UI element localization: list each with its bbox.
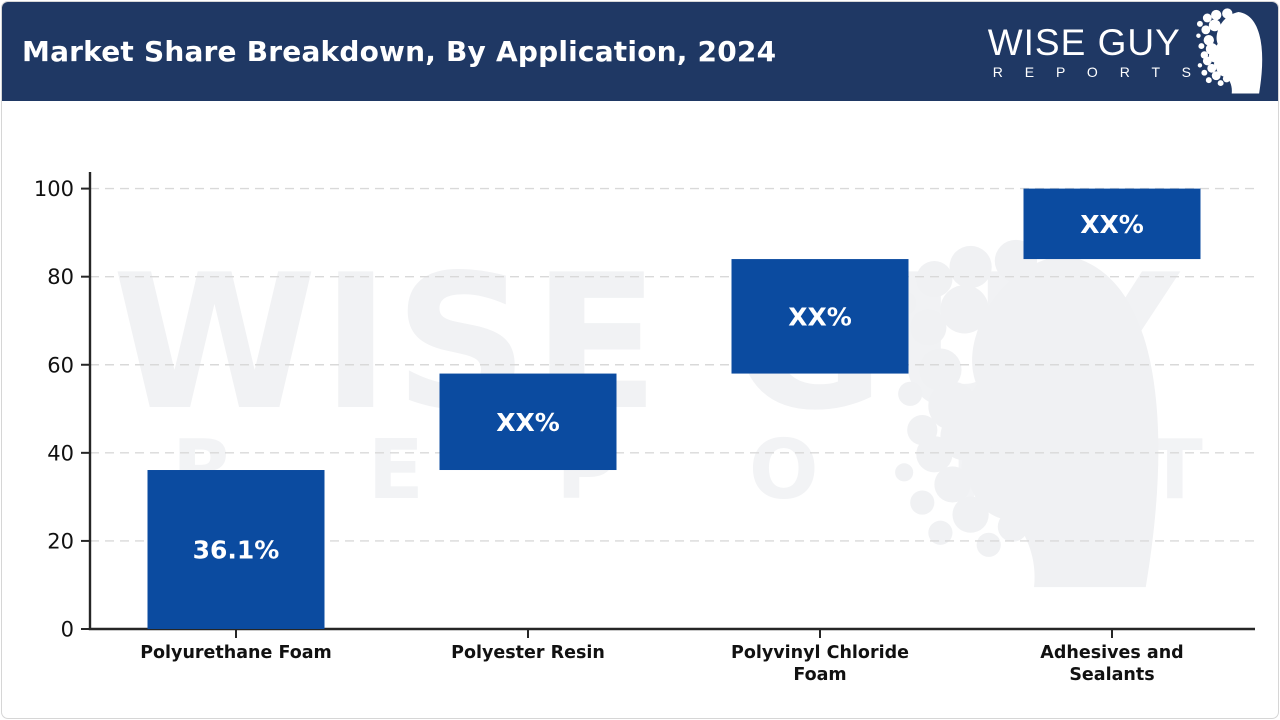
brand-logo: WISE GUY R E P O R T S	[988, 7, 1268, 97]
category-label: Foam	[793, 665, 846, 685]
y-tick-label: 80	[47, 265, 74, 289]
y-tick-label: 100	[34, 177, 74, 201]
header-bar: Market Share Breakdown, By Application, …	[2, 2, 1278, 101]
watermark-face-icon	[889, 239, 1159, 588]
bar-value-label: 36.1%	[193, 536, 280, 565]
y-tick-label: 0	[61, 618, 74, 642]
bar-segment	[731, 259, 909, 374]
category-label: Polyester Resin	[451, 643, 605, 663]
bar-segment	[439, 373, 617, 471]
y-tick-label: 40	[47, 441, 74, 465]
category-label: Adhesives and	[1040, 643, 1183, 663]
category-label: Sealants	[1069, 665, 1154, 685]
brand-face-icon	[1196, 7, 1263, 93]
page-title: Market Share Breakdown, By Application, …	[22, 35, 777, 68]
category-label: Polyurethane Foam	[140, 643, 332, 663]
y-tick-label: 60	[47, 353, 74, 377]
category-label: Polyvinyl Chloride	[731, 643, 909, 663]
bar-value-label: XX%	[496, 408, 560, 437]
brand-logo-text: WISE GUY R E P O R T S	[988, 24, 1200, 79]
y-tick-label: 20	[47, 529, 74, 553]
brand-subname: R E P O R T S	[992, 64, 1200, 80]
bar-value-label: XX%	[1080, 210, 1144, 239]
brand-name: WISE GUY	[987, 22, 1181, 63]
bar-value-label: XX%	[788, 302, 852, 331]
bar-segment	[147, 470, 325, 629]
bar-segment	[1023, 188, 1201, 260]
